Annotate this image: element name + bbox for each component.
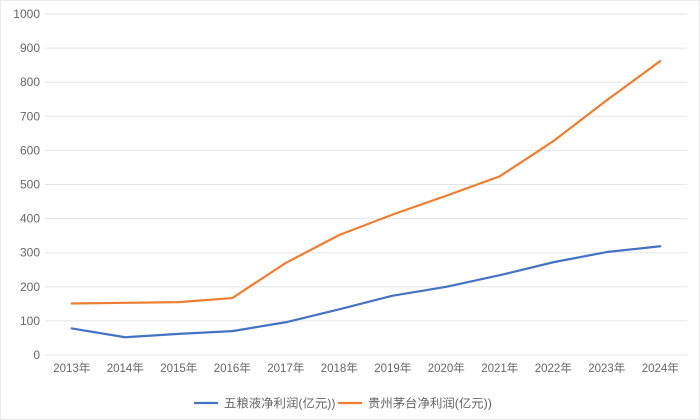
svg-text:2024年: 2024年 [642,362,679,375]
svg-text:贵州茅台净利润(亿元)): 贵州茅台净利润(亿元)) [368,396,492,410]
svg-text:2019年: 2019年 [374,362,411,375]
svg-text:2021年: 2021年 [481,362,518,375]
svg-text:300: 300 [20,246,40,260]
svg-text:1000: 1000 [13,7,40,21]
svg-text:0: 0 [33,348,40,362]
svg-text:2023年: 2023年 [588,362,625,375]
svg-text:2013年: 2013年 [53,362,90,375]
svg-text:200: 200 [20,280,40,294]
svg-text:2018年: 2018年 [321,362,358,375]
svg-text:800: 800 [20,75,40,89]
svg-text:2015年: 2015年 [160,362,197,375]
svg-text:五粮液净利润(亿元)): 五粮液净利润(亿元)) [224,396,336,410]
svg-text:700: 700 [20,109,40,123]
svg-text:2014年: 2014年 [107,362,144,375]
svg-text:2020年: 2020年 [428,362,465,375]
svg-text:500: 500 [20,178,40,192]
svg-text:2017年: 2017年 [267,362,304,375]
svg-text:600: 600 [20,143,40,157]
svg-text:2022年: 2022年 [535,362,572,375]
svg-text:900: 900 [20,41,40,55]
svg-text:100: 100 [20,314,40,328]
svg-text:400: 400 [20,212,40,226]
svg-text:2016年: 2016年 [214,362,251,375]
